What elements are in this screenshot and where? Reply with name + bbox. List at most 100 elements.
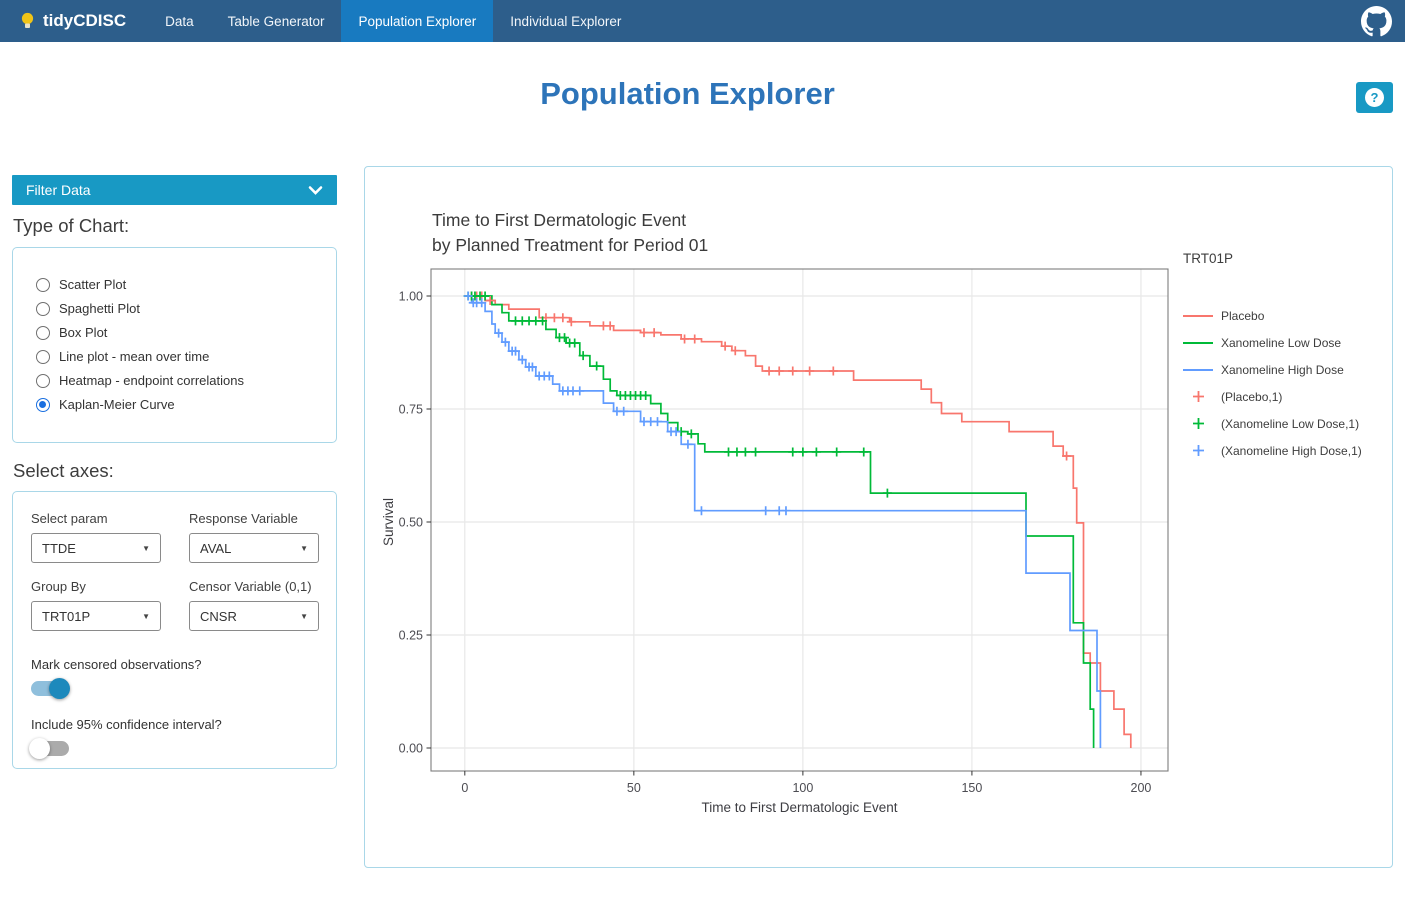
app-brand-label: tidyCDISC [43, 11, 127, 30]
caret-down-icon: ▼ [142, 543, 150, 553]
censor-mark [788, 366, 798, 376]
radio-box-plot[interactable]: Box Plot [36, 325, 336, 340]
censor-mark [477, 298, 487, 308]
censor-mark [798, 447, 808, 457]
radio-scatter-plot[interactable]: Scatter Plot [36, 277, 336, 292]
legend-item-censor-xanomeline-low-dose-1: (Xanomeline Low Dose,1) [1183, 416, 1388, 431]
select-value: TTDE [42, 540, 76, 556]
censor-mark [805, 366, 815, 376]
question-mark-icon: ? [1365, 88, 1384, 107]
app-brand[interactable]: tidyCDISC [0, 0, 148, 42]
select-aval[interactable]: AVAL ▼ [189, 533, 319, 563]
radio-heatmap-endpoint-correlations[interactable]: Heatmap - endpoint correlations [36, 373, 336, 388]
radio-circle-icon[interactable] [36, 301, 50, 316]
legend-items: Placebo Xanomeline Low Dose Xanomeline Hig… [1183, 308, 1388, 458]
censor-mark [480, 291, 490, 301]
nav-tab-table-generator[interactable]: Table Generator [227, 13, 325, 29]
censor-mark [724, 447, 734, 457]
radio-circle-icon[interactable] [36, 349, 50, 364]
x-tick-label: 200 [1131, 781, 1152, 795]
x-tick-label: 100 [792, 781, 813, 795]
help-button[interactable]: ? [1356, 82, 1393, 113]
censor-mark [764, 366, 774, 376]
radio-label: Kaplan-Meier Curve [59, 397, 175, 412]
legend-label: Xanomeline High Dose [1221, 362, 1344, 377]
legend-title: TRT01P [1183, 251, 1234, 266]
lightbulb-icon [21, 12, 34, 28]
censor-mark [653, 417, 663, 427]
filter-data-label: Filter Data [26, 182, 91, 198]
censor-mark [605, 321, 615, 331]
legend-cross-swatch [1183, 443, 1213, 458]
censor-mark [720, 341, 730, 351]
radio-label: Spaghetti Plot [59, 301, 140, 316]
censor-mark [494, 328, 504, 338]
censor-mark [680, 334, 690, 344]
censor-mark [517, 355, 527, 365]
censor-mark [649, 328, 659, 338]
censor-mark [566, 317, 576, 327]
radio-line-plot-mean-over-time[interactable]: Line plot - mean over time [36, 349, 336, 364]
censor-mark [761, 506, 771, 516]
legend-item-xanomeline-low-dose: Xanomeline Low Dose [1183, 335, 1388, 350]
radio-circle-icon[interactable] [36, 325, 50, 340]
radio-kaplan-meier-curve[interactable]: Kaplan-Meier Curve [36, 397, 336, 412]
censor-mark [549, 313, 559, 323]
line-swatch-icon [1183, 368, 1213, 371]
x-tick-label: 0 [461, 781, 468, 795]
plus-mark-icon [1192, 418, 1204, 429]
legend-cross-swatch [1183, 389, 1213, 404]
censor-mark [859, 447, 869, 457]
caret-down-icon: ▼ [300, 611, 308, 621]
field-label: Select param [31, 511, 108, 526]
select-cnsr[interactable]: CNSR ▼ [189, 601, 319, 631]
y-tick-label: 0.75 [399, 403, 423, 417]
y-tick-label: 0.00 [399, 742, 423, 756]
plot-panel-border [430, 268, 1169, 772]
plus-mark-icon [1192, 391, 1204, 402]
toggle-knob[interactable] [29, 737, 50, 759]
legend-label: Xanomeline Low Dose [1221, 335, 1342, 350]
chart-type-heading: Type of Chart: [13, 215, 130, 236]
censor-mark [671, 427, 681, 437]
radio-circle-icon[interactable] [36, 373, 50, 388]
filter-data-toggle[interactable]: Filter Data [12, 175, 337, 205]
nav-tab-data[interactable]: Data [165, 13, 194, 29]
legend-label: Placebo [1221, 308, 1265, 323]
legend-label: (Placebo,1) [1221, 389, 1283, 404]
axes-fields: Select param TTDE ▼ Response Variable AVAL ▼ G… [31, 511, 336, 631]
github-link[interactable] [1361, 0, 1405, 42]
censor-mark [527, 362, 537, 372]
chart-type-radio-group: Scatter Plot Spaghetti Plot Box Plot Line p… [12, 247, 337, 443]
legend-item-censor-placebo-1: (Placebo,1) [1183, 389, 1388, 404]
censor-mark [558, 313, 568, 323]
censor-mark [774, 366, 784, 376]
censor-mark [683, 439, 693, 449]
legend-item-placebo: Placebo [1183, 308, 1388, 323]
radio-spaghetti-plot[interactable]: Spaghetti Plot [36, 301, 336, 316]
legend-item-xanomeline-high-dose: Xanomeline High Dose [1183, 362, 1388, 377]
censor-mark [463, 291, 473, 301]
toggle-knob[interactable] [49, 677, 70, 699]
censor-mark [578, 351, 588, 361]
axes-panel: Select param TTDE ▼ Response Variable AVAL ▼ G… [12, 491, 337, 769]
field-response-variable: Response Variable AVAL ▼ [189, 511, 319, 563]
x-tick-label: 150 [961, 781, 982, 795]
toggle-include-95-confidence-interval[interactable] [29, 737, 69, 759]
radio-circle-icon[interactable] [36, 277, 50, 292]
nav-tab-population-explorer[interactable]: Population Explorer [341, 0, 494, 42]
select-trt01p[interactable]: TRT01P ▼ [31, 601, 161, 631]
y-tick-label: 0.25 [399, 629, 423, 643]
km-plot-svg: 1.00 0.75 0.50 0.25 0.00 0 50 100 150 200 Time to … [381, 268, 1169, 815]
nav-tabs: Data Table Generator Population Explorer In… [148, 0, 638, 42]
toggle-mark-censored-observations[interactable] [31, 677, 70, 699]
y-axis-title: Survival [381, 498, 396, 546]
censor-mark [641, 390, 651, 400]
legend-line-swatch [1183, 314, 1213, 317]
nav-tab-individual-explorer[interactable]: Individual Explorer [510, 13, 622, 29]
select-ttde[interactable]: TTDE ▼ [31, 533, 161, 563]
censor-mark [485, 296, 495, 306]
radio-circle-icon[interactable] [36, 397, 50, 412]
legend-item-censor-xanomeline-high-dose-1: (Xanomeline High Dose,1) [1183, 443, 1388, 458]
y-tick-label: 1.00 [399, 290, 423, 304]
